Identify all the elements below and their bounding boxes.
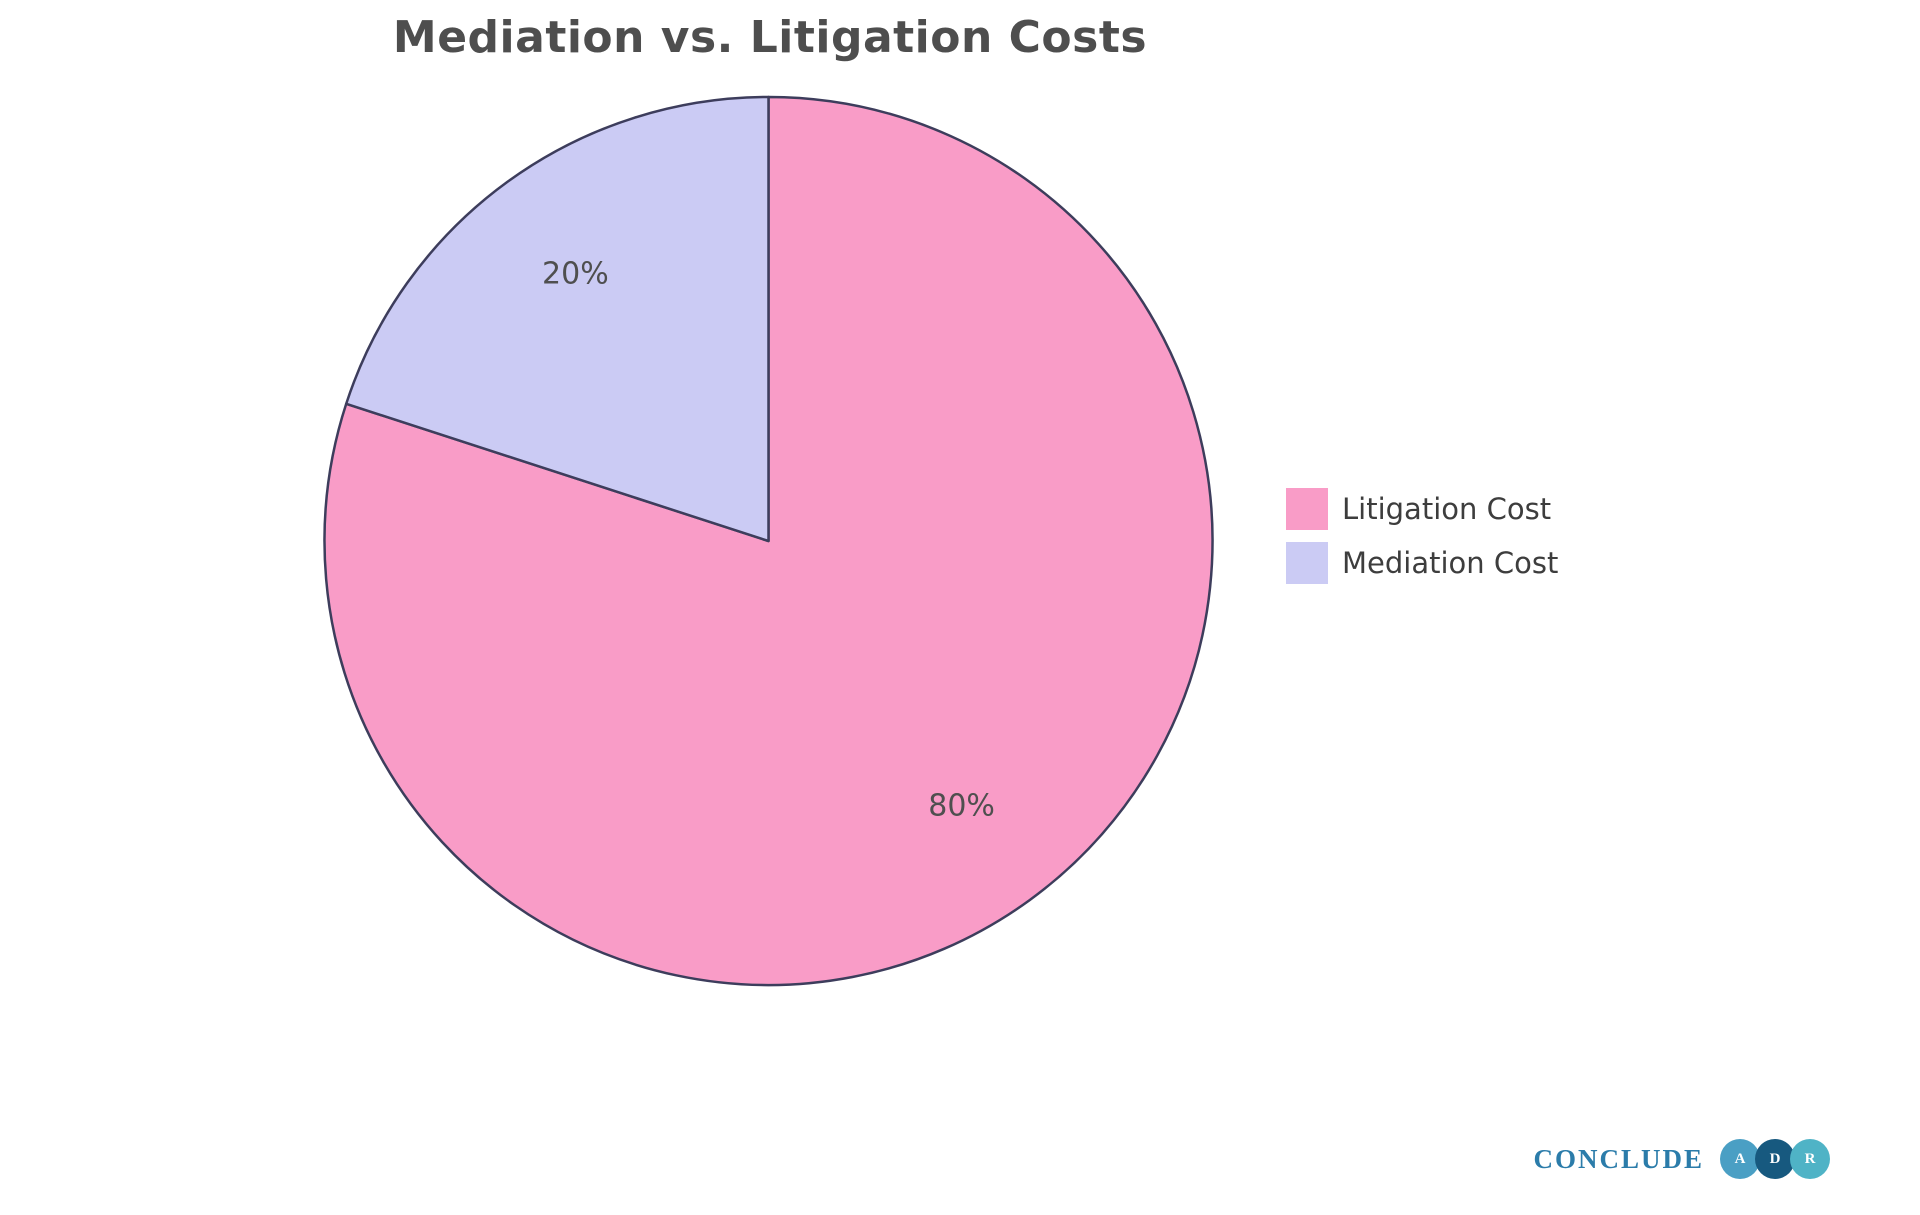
slice-value-label-mediation-cost: 20%	[542, 257, 609, 292]
legend: Litigation Cost Mediation Cost	[1286, 488, 1558, 584]
pie-slice-mediation-cost[interactable]	[344, 95, 770, 543]
legend-label-mediation: Mediation Cost	[1342, 546, 1559, 580]
chart-title: Mediation vs. Litigation Costs	[392, 12, 1148, 63]
brand-badges: A D R	[1720, 1139, 1830, 1179]
legend-item-mediation-cost[interactable]: Mediation Cost	[1286, 542, 1558, 584]
slice-value-label-litigation-cost: 80%	[928, 788, 995, 823]
legend-swatch-mediation	[1286, 542, 1328, 584]
brand-badge-a: A	[1720, 1139, 1760, 1179]
brand-badge-d: D	[1755, 1139, 1795, 1179]
brand-logo: CONCLUDE A D R	[1533, 1139, 1830, 1179]
legend-item-litigation-cost[interactable]: Litigation Cost	[1286, 488, 1558, 530]
brand-badge-r: R	[1790, 1139, 1830, 1179]
legend-swatch-litigation	[1286, 488, 1328, 530]
legend-label-litigation: Litigation Cost	[1342, 492, 1552, 526]
brand-wordmark: CONCLUDE	[1533, 1143, 1704, 1174]
